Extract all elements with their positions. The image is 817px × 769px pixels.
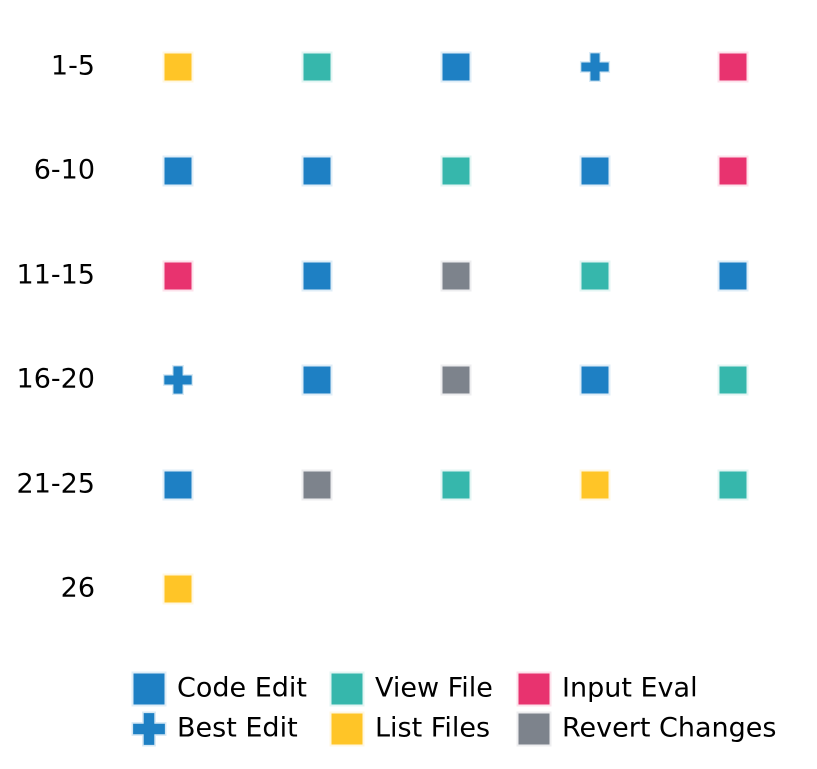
marker-code-edit bbox=[719, 262, 747, 290]
legend-marker-view-file bbox=[331, 673, 363, 705]
legend-marker-revert-changes bbox=[518, 713, 550, 745]
plus-icon bbox=[579, 51, 611, 83]
marker-view-file bbox=[442, 471, 470, 499]
marker-code-edit bbox=[581, 366, 609, 394]
marker-view-file bbox=[442, 157, 470, 185]
legend-marker-best-edit bbox=[131, 711, 167, 747]
y-tick-label: 11-15 bbox=[16, 259, 95, 291]
legend-marker-input-eval bbox=[518, 673, 550, 705]
marker-input-eval bbox=[719, 157, 747, 185]
marker-revert-changes bbox=[303, 471, 331, 499]
marker-view-file bbox=[719, 471, 747, 499]
y-tick-label: 6-10 bbox=[33, 154, 95, 186]
legend-label-best-edit: Best Edit bbox=[177, 712, 298, 744]
marker-list-files bbox=[164, 53, 192, 81]
marker-revert-changes bbox=[442, 262, 470, 290]
marker-best-edit bbox=[579, 51, 611, 83]
legend-label-view-file: View File bbox=[375, 672, 493, 704]
marker-code-edit bbox=[442, 53, 470, 81]
marker-revert-changes bbox=[442, 366, 470, 394]
marker-code-edit bbox=[164, 471, 192, 499]
plus-icon bbox=[131, 711, 167, 747]
marker-code-edit bbox=[303, 262, 331, 290]
marker-input-eval bbox=[719, 53, 747, 81]
marker-best-edit bbox=[162, 364, 194, 396]
y-tick-label: 26 bbox=[60, 572, 95, 604]
legend-label-list-files: List Files bbox=[375, 712, 491, 744]
legend-marker-list-files bbox=[331, 713, 363, 745]
marker-input-eval bbox=[164, 262, 192, 290]
legend-label-revert-changes: Revert Changes bbox=[562, 712, 777, 744]
legend-marker-code-edit bbox=[133, 673, 165, 705]
marker-view-file bbox=[581, 262, 609, 290]
legend-label-input-eval: Input Eval bbox=[562, 672, 698, 704]
y-tick-label: 1-5 bbox=[50, 50, 95, 82]
marker-list-files bbox=[581, 471, 609, 499]
marker-code-edit bbox=[581, 157, 609, 185]
y-tick-label: 21-25 bbox=[16, 468, 95, 500]
marker-code-edit bbox=[303, 366, 331, 394]
marker-view-file bbox=[719, 366, 747, 394]
plus-icon bbox=[162, 364, 194, 396]
legend-label-code-edit: Code Edit bbox=[177, 672, 307, 704]
y-tick-label: 16-20 bbox=[16, 363, 95, 395]
marker-code-edit bbox=[164, 157, 192, 185]
marker-code-edit bbox=[303, 157, 331, 185]
marker-view-file bbox=[303, 53, 331, 81]
marker-list-files bbox=[164, 575, 192, 603]
